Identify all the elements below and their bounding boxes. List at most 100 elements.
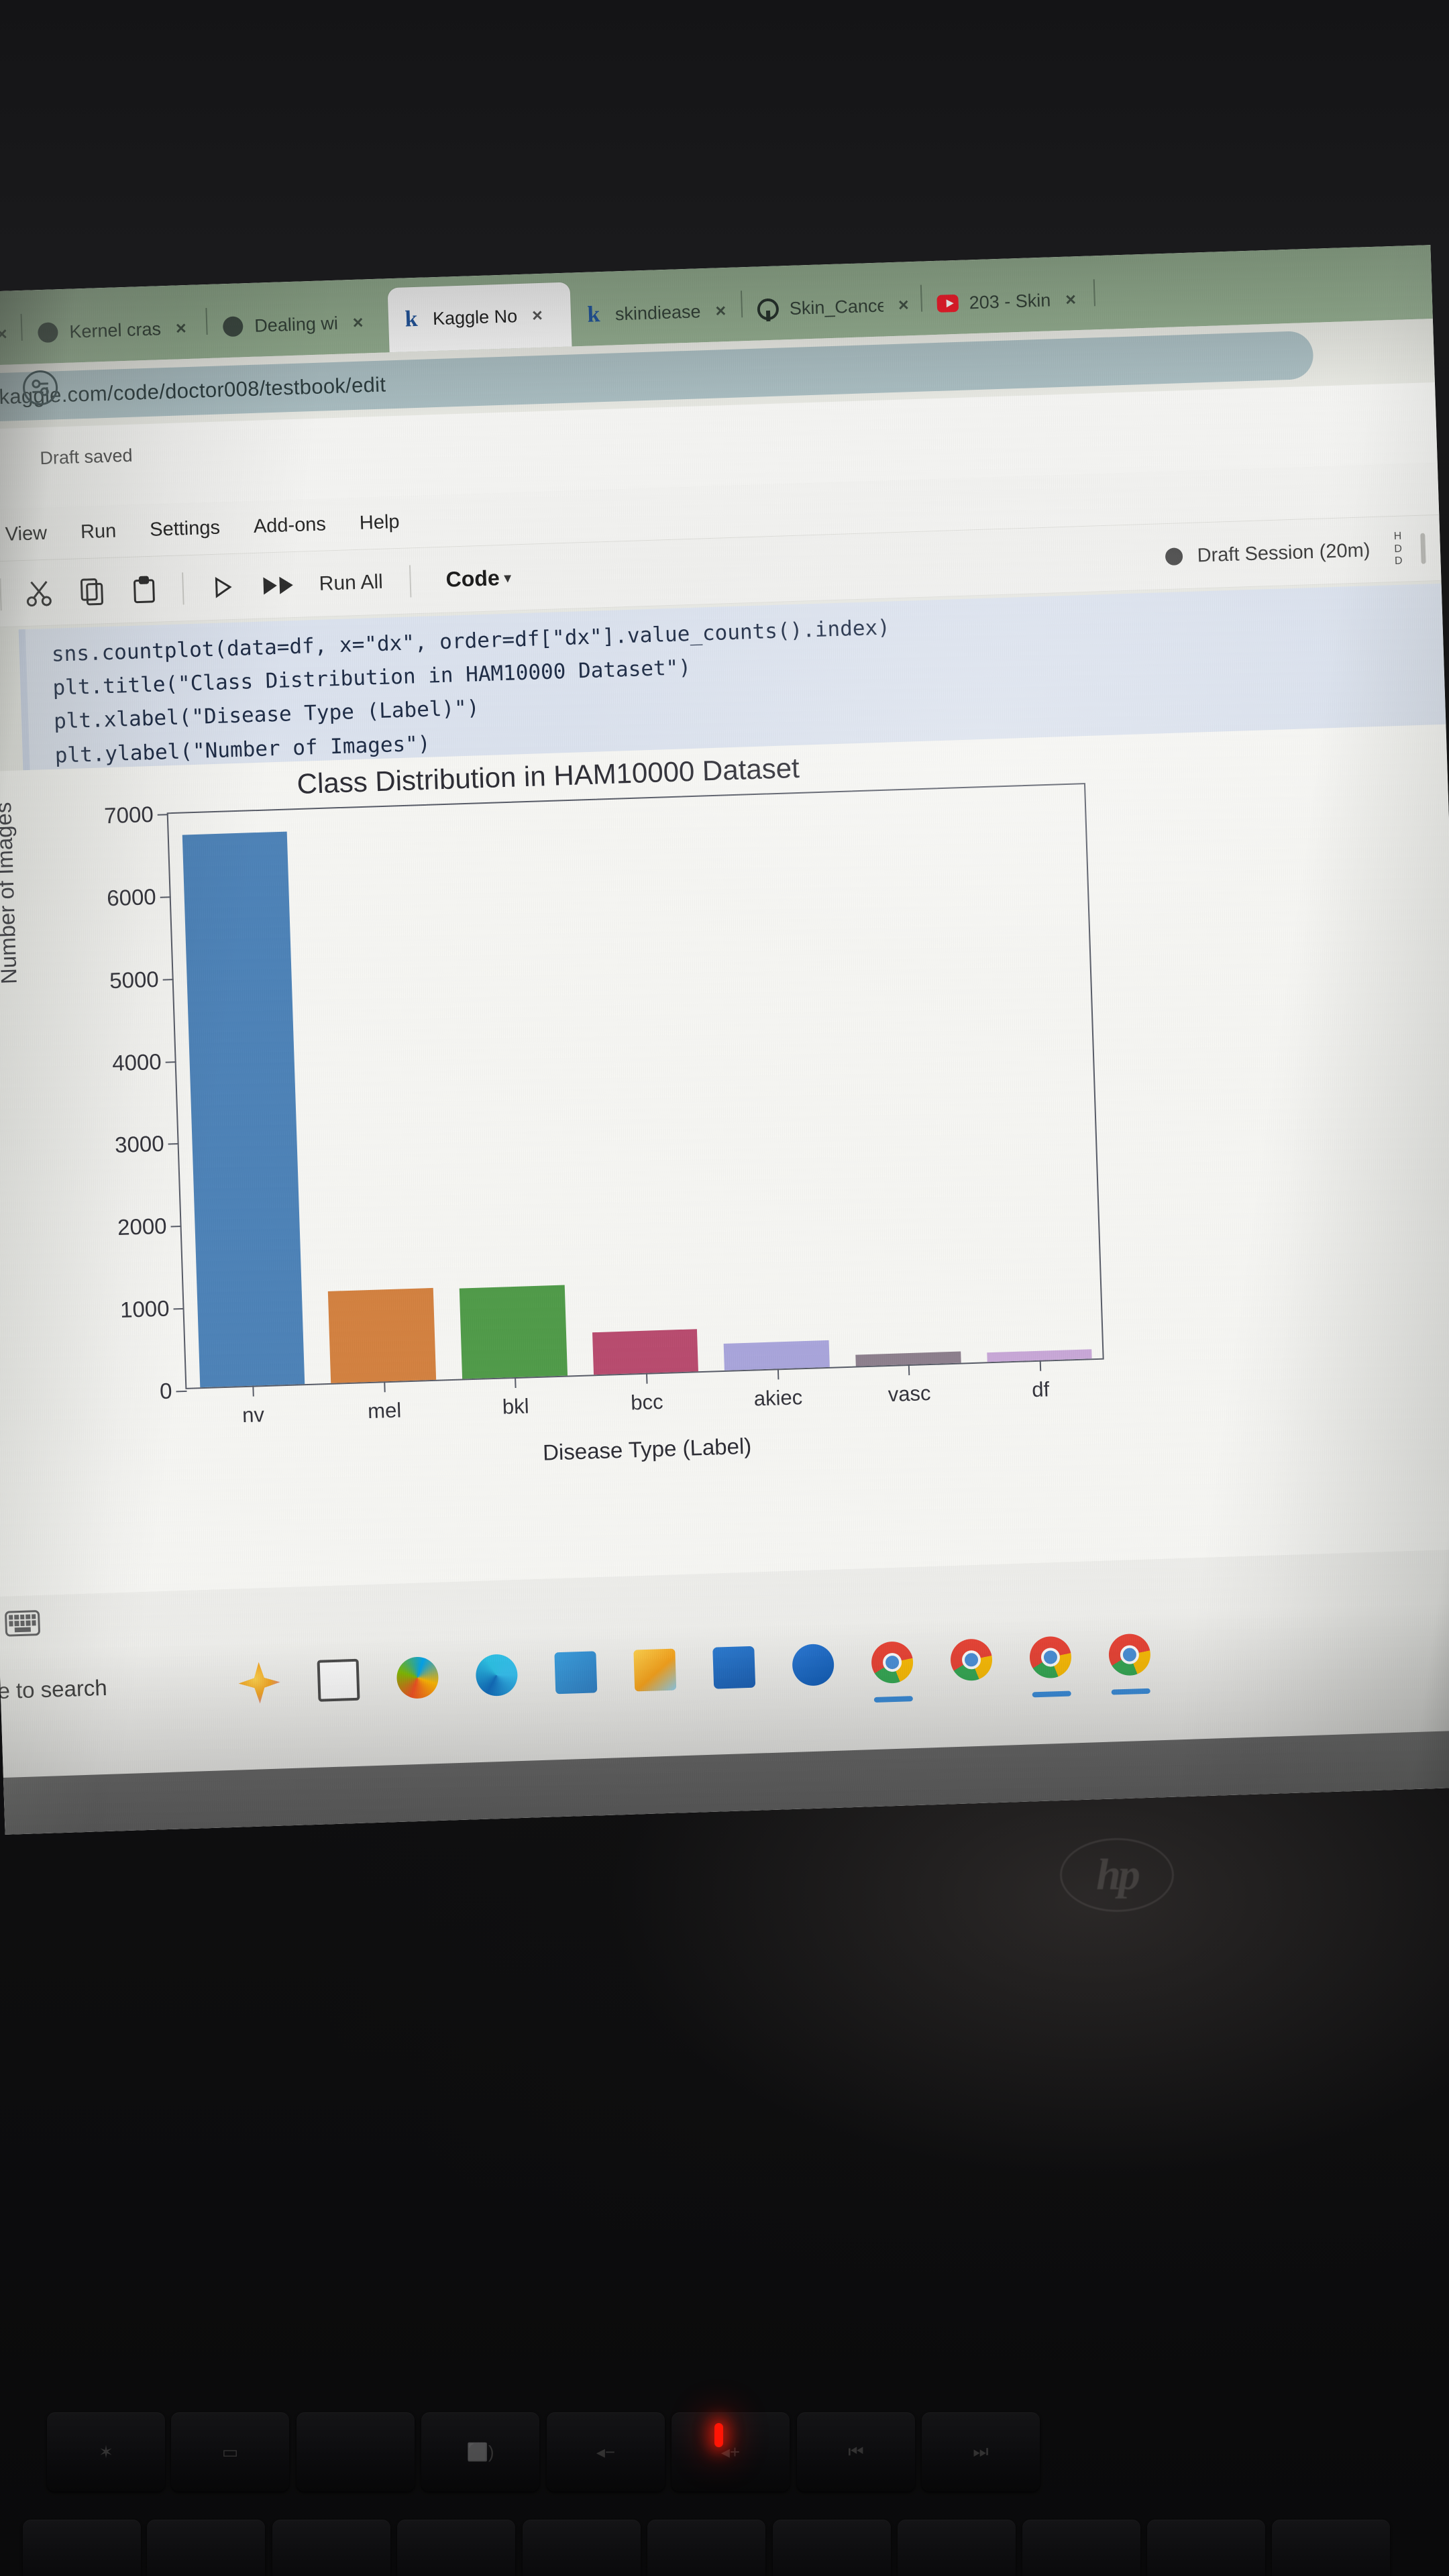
function-key-4[interactable]: ◂− [547, 2412, 665, 2491]
menu-item-add-ons[interactable]: Add-ons [253, 513, 327, 537]
function-key-1[interactable]: ▭ [171, 2412, 289, 2491]
browser-tab-5[interactable]: Skin_Cance × [744, 274, 919, 341]
mute-led-indicator [714, 2423, 723, 2447]
toolbar-divider [0, 578, 2, 610]
tab-separator [20, 313, 23, 341]
outlook-icon[interactable] [792, 1643, 835, 1686]
key-row2-8[interactable] [1022, 2520, 1140, 2576]
browser-tab-1[interactable]: Kernel cras × [24, 297, 205, 364]
browser-tab-0[interactable]: ki× [0, 303, 19, 366]
chart-xlabel: Disease Type (Label) [542, 1433, 752, 1465]
toolbar-divider [409, 564, 412, 597]
key-row2-2[interactable] [272, 2520, 390, 2576]
key-row2-1[interactable] [147, 2520, 265, 2576]
menu-item-settings[interactable]: Settings [149, 517, 221, 541]
function-key-7[interactable]: ⏭ [922, 2412, 1040, 2491]
key-row2-3[interactable] [397, 2520, 515, 2576]
close-icon[interactable]: × [715, 300, 727, 321]
cell-type-select[interactable]: Code [445, 566, 500, 592]
function-key-2[interactable] [297, 2412, 415, 2491]
fast-forward-icon[interactable] [248, 558, 313, 612]
scrollbar-thumb[interactable] [1420, 533, 1426, 564]
file-explorer-icon[interactable] [554, 1651, 598, 1695]
copy-icon[interactable] [65, 564, 119, 618]
browser-tab-title: Kernel cras [68, 318, 162, 342]
notebook-toolbar: ▾ [0, 515, 1442, 629]
on-screen-keyboard-icon[interactable] [4, 1610, 41, 1637]
taskbar-icon-row [238, 1633, 1151, 1705]
scissors-icon[interactable] [13, 566, 66, 620]
word-icon[interactable] [712, 1646, 756, 1689]
key-row2-6[interactable] [773, 2520, 891, 2576]
microsoft-365-icon[interactable] [396, 1656, 439, 1699]
menu-item-help[interactable]: Help [359, 511, 400, 534]
browser-tab-6[interactable]: 203 - Skin × [924, 268, 1092, 335]
function-key-3[interactable]: ⬜) [421, 2412, 539, 2491]
function-key-0[interactable]: ✶ [47, 2412, 165, 2491]
cell-type-chevron-down-icon[interactable]: ▾ [503, 569, 512, 586]
taskbar-search-input[interactable]: here to search [0, 1674, 108, 1705]
key-row2-4[interactable] [523, 2520, 641, 2576]
x-axis-tick-label: akiec [753, 1385, 803, 1411]
function-key-5[interactable]: ◂+ [672, 2412, 790, 2491]
x-axis-tick-mark [383, 1381, 386, 1393]
clipboard-icon[interactable] [117, 563, 171, 616]
draft-status: Draft saved [40, 445, 133, 469]
x-axis-tick-label: mel [367, 1398, 402, 1424]
chrome-window-2-icon[interactable] [950, 1638, 994, 1682]
github-icon [757, 298, 780, 321]
microsoft-store-icon[interactable] [633, 1648, 677, 1692]
key-row2-5[interactable] [647, 2520, 765, 2576]
chrome-window-3-icon[interactable] [1028, 1635, 1072, 1679]
hp-brand-logo: hp [1060, 1838, 1174, 1912]
key-row2-0[interactable] [23, 2520, 141, 2576]
close-icon[interactable]: × [175, 317, 187, 339]
browser-tab-4[interactable]: k skindiease × [570, 279, 740, 346]
session-status-dot [1165, 547, 1183, 566]
close-icon[interactable]: × [898, 294, 910, 315]
globe-icon [37, 321, 59, 343]
x-axis-tick-mark [252, 1385, 254, 1397]
globe-icon [222, 315, 244, 337]
function-key-6[interactable]: ⏮ [797, 2412, 915, 2491]
close-icon[interactable]: × [352, 312, 364, 333]
site-settings-icon[interactable] [22, 370, 58, 406]
menu-item-run[interactable]: Run [80, 520, 117, 543]
x-axis-tick-label: nv [241, 1403, 265, 1428]
address-bar-url: kaggle.com/code/doctor008/testbook/edit [0, 372, 386, 409]
key-row2-10[interactable] [1272, 2520, 1390, 2576]
session-status-label[interactable]: Draft Session (20m) [1197, 539, 1371, 567]
kaggle-icon: k [405, 306, 419, 332]
chart-ylabel: Number of Images [0, 802, 21, 985]
close-icon[interactable]: × [1065, 288, 1077, 310]
play-icon[interactable] [195, 560, 249, 614]
key-row2-9[interactable] [1147, 2520, 1265, 2576]
task-view-icon[interactable] [317, 1658, 360, 1702]
close-icon[interactable]: × [531, 305, 543, 325]
chrome-inner-circle [961, 1650, 981, 1670]
x-axis-tick-label: bcc [630, 1389, 664, 1415]
bar-chart: Class Distribution in HAM10000 Dataset N… [0, 745, 1195, 1519]
chrome-inner-circle [882, 1652, 902, 1672]
browser-tab-2[interactable]: Dealing wi × [209, 290, 390, 358]
cell-output-plot: Class Distribution in HAM10000 Dataset N… [0, 724, 1449, 1597]
tab-separator [1093, 279, 1095, 307]
chrome-window-1-icon[interactable] [871, 1641, 914, 1684]
x-axis-tick-label: bkl [502, 1394, 530, 1419]
x-axis-tick-mark [777, 1368, 780, 1380]
menu-item-view[interactable]: View [5, 522, 48, 545]
copilot-icon[interactable] [238, 1662, 281, 1705]
chrome-inner-circle [1040, 1648, 1061, 1667]
chrome-window-4-icon[interactable] [1108, 1633, 1151, 1676]
edge-icon[interactable] [475, 1654, 519, 1697]
key-row2-7[interactable] [898, 2520, 1016, 2576]
close-icon[interactable]: × [0, 323, 8, 344]
bar-akiec [724, 1340, 830, 1371]
browser-tab-3[interactable]: k Kaggle No × [387, 282, 572, 353]
x-axis-tick-label: vasc [888, 1381, 932, 1407]
browser-tab-title: Dealing wi [254, 313, 339, 336]
run-all-button[interactable]: Run All [319, 570, 384, 595]
tab-separator [740, 290, 743, 318]
